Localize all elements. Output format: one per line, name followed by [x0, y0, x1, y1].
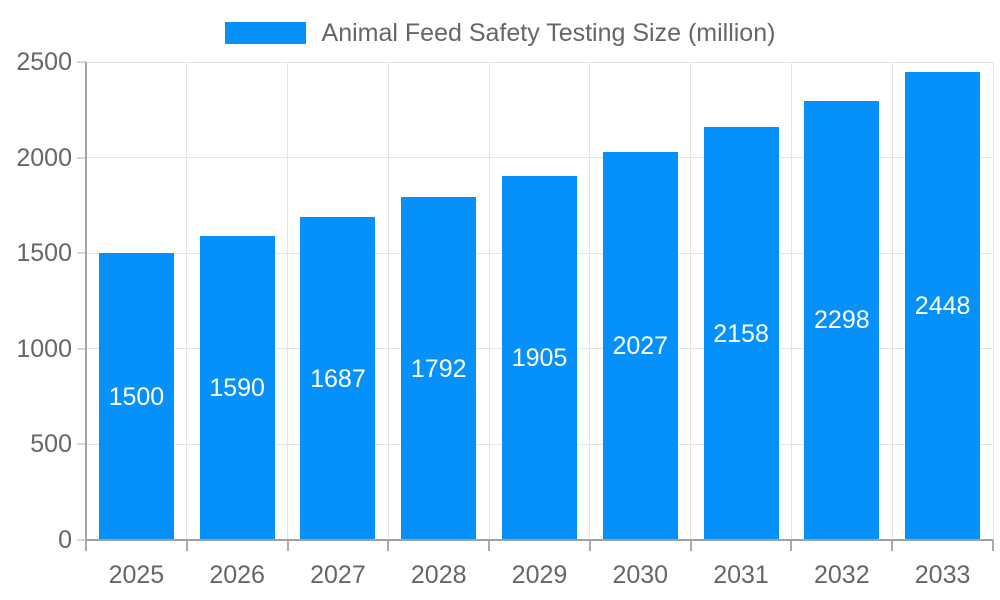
v-gridline-8 — [891, 62, 893, 540]
y-tick-label-2000: 2000 — [16, 143, 72, 172]
x-axis-line — [85, 539, 993, 541]
v-gridline-5 — [589, 62, 591, 540]
bar-2028[interactable] — [401, 197, 477, 540]
y-tick-500 — [77, 443, 86, 446]
y-tick-0 — [77, 539, 86, 541]
y-tick-1000 — [77, 347, 86, 350]
bar-2029[interactable] — [502, 175, 577, 540]
v-gridline-2 — [287, 62, 289, 540]
x-tick-label-2032: 2032 — [814, 561, 870, 589]
chart-legend[interactable]: Animal Feed Safety Testing Size (million… — [0, 20, 1000, 46]
x-tick-3 — [387, 540, 390, 551]
bar-value-label-2033: 2448 — [914, 291, 971, 320]
x-tick-6 — [689, 540, 692, 551]
bar-value-label-2025: 1500 — [108, 382, 165, 411]
x-tick-2 — [286, 540, 289, 551]
x-tick-label-2028: 2028 — [410, 561, 467, 589]
v-gridline-4 — [488, 62, 490, 540]
y-tick-label-0: 0 — [58, 526, 72, 554]
x-tick-9 — [992, 540, 994, 551]
y-tick-label-500: 500 — [30, 430, 72, 459]
h-gridline-2500 — [86, 61, 993, 63]
v-gridline-3 — [387, 62, 389, 540]
x-tick-1 — [185, 540, 188, 551]
y-tick-label-1000: 1000 — [16, 334, 72, 363]
x-tick-label-2030: 2030 — [612, 561, 669, 589]
v-gridline-7 — [790, 62, 792, 540]
y-tick-2500 — [77, 61, 86, 63]
x-tick-7 — [790, 540, 793, 551]
bar-2031[interactable] — [703, 127, 779, 540]
bar-2026[interactable] — [199, 235, 275, 540]
y-tick-label-2500: 2500 — [16, 48, 72, 76]
x-tick-4 — [488, 540, 491, 551]
bar-2025[interactable] — [98, 253, 174, 540]
y-tick-1500 — [77, 252, 86, 255]
y-axis-line — [85, 62, 87, 541]
bar-value-label-2028: 1792 — [410, 354, 467, 383]
x-tick-5 — [588, 540, 591, 551]
x-tick-label-2031: 2031 — [713, 561, 769, 589]
v-gridline-1 — [186, 62, 188, 540]
legend-label: Animal Feed Safety Testing Size (million… — [321, 19, 776, 47]
y-tick-label-1500: 1500 — [16, 239, 72, 268]
bar-value-label-2030: 2027 — [612, 332, 669, 361]
x-tick-label-2029: 2029 — [511, 561, 568, 589]
h-gridline-2000 — [86, 157, 993, 159]
x-tick-8 — [891, 540, 894, 551]
bar-value-label-2029: 1905 — [511, 343, 568, 372]
x-tick-label-2027: 2027 — [310, 561, 366, 589]
x-tick-label-2033: 2033 — [914, 561, 971, 589]
bar-2033[interactable] — [905, 71, 981, 540]
x-tick-label-2025: 2025 — [108, 561, 165, 589]
bar-value-label-2026: 1590 — [209, 373, 265, 402]
legend-swatch[interactable] — [224, 22, 306, 44]
v-gridline-6 — [690, 62, 692, 540]
bar-2027[interactable] — [300, 217, 376, 540]
bar-value-label-2032: 2298 — [814, 306, 870, 335]
x-tick-0 — [85, 540, 87, 551]
bar-2030[interactable] — [602, 152, 678, 540]
bar-value-label-2027: 1687 — [310, 364, 366, 393]
bar-value-label-2031: 2158 — [713, 319, 769, 348]
x-tick-label-2026: 2026 — [209, 561, 265, 589]
y-tick-2000 — [77, 156, 86, 159]
v-gridline-9 — [992, 62, 994, 540]
bar-2032[interactable] — [804, 100, 880, 540]
